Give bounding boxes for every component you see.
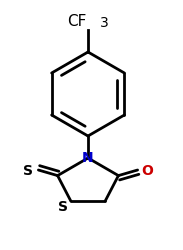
Text: O: O	[142, 163, 154, 177]
Text: 3: 3	[100, 16, 109, 30]
Text: S: S	[58, 200, 68, 213]
Text: N: N	[82, 150, 94, 164]
Text: S: S	[23, 163, 33, 177]
Text: CF: CF	[67, 14, 86, 29]
